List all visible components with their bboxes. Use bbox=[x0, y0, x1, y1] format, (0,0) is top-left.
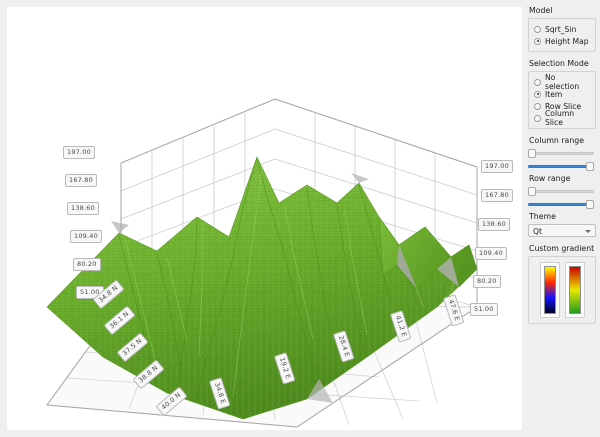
value-axis-left-label: 80.20 bbox=[73, 258, 101, 271]
radio-row-slice-label: Row Slice bbox=[545, 101, 582, 111]
chevron-down-icon[interactable] bbox=[585, 230, 591, 233]
gradient-button-green-to-red[interactable] bbox=[564, 262, 585, 318]
column-range-max-handle[interactable] bbox=[586, 162, 594, 171]
column-range-title: Column range bbox=[529, 136, 585, 145]
column-range-min-slider[interactable] bbox=[528, 148, 596, 159]
radio-sqrt-sin-label: Sqrt_Sin bbox=[545, 24, 577, 34]
model-group: Sqrt_Sin Height Map bbox=[528, 18, 596, 52]
radio-item-label: Item bbox=[545, 89, 563, 99]
radio-sqrt-sin-indicator[interactable] bbox=[534, 25, 541, 33]
theme-selected-value: Qt bbox=[533, 227, 542, 236]
value-axis-right-label: 167.80 bbox=[481, 189, 513, 202]
radio-height-map-indicator[interactable] bbox=[534, 37, 541, 45]
radio-sqrt-sin[interactable]: Sqrt_Sin bbox=[534, 23, 591, 35]
column-range-max-fill bbox=[528, 165, 588, 168]
radio-column-slice-indicator[interactable] bbox=[534, 114, 541, 122]
radio-item[interactable]: Item bbox=[534, 88, 591, 100]
column-range-max-slider[interactable] bbox=[528, 161, 596, 172]
model-group-title: Model bbox=[529, 6, 553, 15]
radio-row-slice-indicator[interactable] bbox=[534, 102, 541, 110]
selection-mode-group: No selection Item Row Slice Column Slice bbox=[528, 71, 596, 129]
value-axis-left-label: 167.80 bbox=[65, 174, 97, 187]
surface-graph-panel[interactable]: 197.00 167.80 138.60 109.40 80.20 51.00 … bbox=[7, 7, 522, 430]
row-range-max-fill bbox=[528, 203, 588, 206]
theme-title: Theme bbox=[529, 212, 556, 221]
row-range-min-groove bbox=[528, 190, 594, 193]
value-axis-right-label: 80.20 bbox=[473, 275, 501, 288]
value-axis-right-label: 51.00 bbox=[470, 303, 498, 316]
radio-item-indicator[interactable] bbox=[534, 90, 541, 98]
gradient-swatch-green-to-red[interactable] bbox=[568, 266, 581, 314]
theme-combobox[interactable]: Qt bbox=[528, 224, 596, 237]
value-axis-left-label: 197.00 bbox=[63, 146, 95, 159]
column-range-min-handle[interactable] bbox=[528, 149, 536, 158]
surface-3d-scene[interactable] bbox=[7, 7, 522, 430]
custom-gradient-group bbox=[528, 256, 596, 324]
radio-column-slice[interactable]: Column Slice bbox=[534, 109, 591, 127]
value-axis-right-label: 109.40 bbox=[475, 247, 507, 260]
value-axis-right-label: 197.00 bbox=[481, 160, 513, 173]
surface-graph-canvas[interactable]: 197.00 167.80 138.60 109.40 80.20 51.00 … bbox=[7, 7, 522, 430]
row-range-max-slider[interactable] bbox=[528, 199, 596, 210]
radio-column-slice-label: Column Slice bbox=[545, 109, 575, 127]
radio-row-slice[interactable]: Row Slice bbox=[534, 100, 591, 112]
value-axis-right-label: 138.60 bbox=[478, 218, 510, 231]
control-panel: Model Sqrt_Sin Height Map Selection Mode… bbox=[522, 0, 600, 437]
selection-mode-group-title: Selection Mode bbox=[529, 59, 589, 68]
value-axis-left-label: 138.60 bbox=[67, 202, 99, 215]
radio-height-map-label: Height Map bbox=[545, 36, 589, 46]
row-range-min-slider[interactable] bbox=[528, 186, 596, 197]
row-range-max-handle[interactable] bbox=[586, 200, 594, 209]
column-range-min-groove bbox=[528, 152, 594, 155]
row-range-min-handle[interactable] bbox=[528, 187, 536, 196]
gradient-swatch-black-to-yellow[interactable] bbox=[543, 266, 556, 314]
gradient-button-black-to-yellow[interactable] bbox=[539, 262, 560, 318]
value-axis-left-label: 109.40 bbox=[70, 230, 102, 243]
row-range-title: Row range bbox=[529, 174, 571, 183]
radio-no-selection[interactable]: No selection bbox=[534, 73, 591, 91]
radio-no-selection-label: No selection bbox=[545, 73, 580, 91]
radio-height-map[interactable]: Height Map bbox=[534, 35, 591, 47]
custom-gradient-title: Custom gradient bbox=[529, 244, 595, 253]
radio-no-selection-indicator[interactable] bbox=[534, 78, 541, 86]
